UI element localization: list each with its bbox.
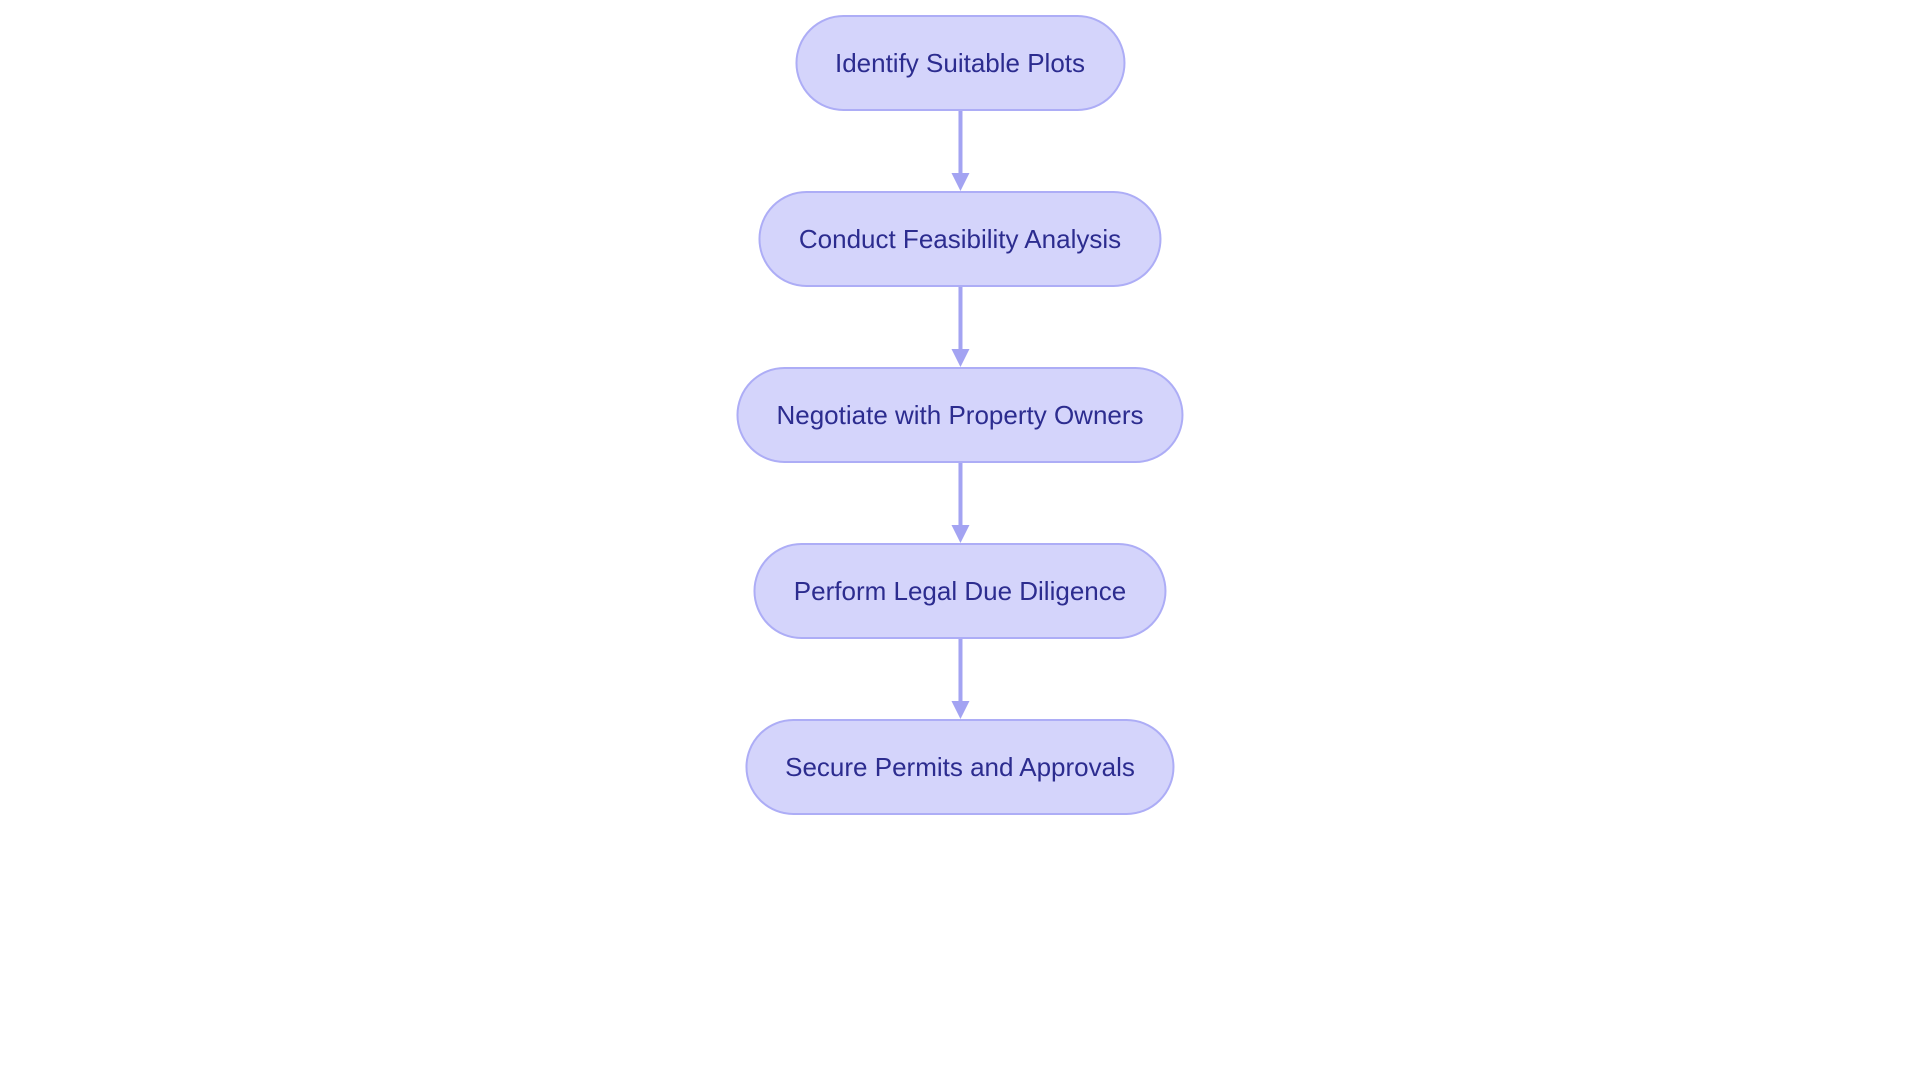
arrow-line [958, 111, 962, 173]
flowchart-arrow [951, 111, 969, 191]
flowchart-arrow [951, 463, 969, 543]
flowchart-node: Conduct Feasibility Analysis [759, 191, 1161, 287]
node-label: Secure Permits and Approvals [785, 752, 1135, 783]
node-label: Identify Suitable Plots [835, 48, 1085, 79]
flowchart-node: Identify Suitable Plots [795, 15, 1125, 111]
arrow-head-icon [951, 173, 969, 191]
flowchart-node: Negotiate with Property Owners [736, 367, 1183, 463]
node-label: Perform Legal Due Diligence [794, 576, 1126, 607]
arrow-head-icon [951, 701, 969, 719]
flowchart-node: Perform Legal Due Diligence [754, 543, 1166, 639]
arrow-head-icon [951, 349, 969, 367]
flowchart-container: Identify Suitable Plots Conduct Feasibil… [736, 15, 1183, 815]
flowchart-arrow [951, 287, 969, 367]
node-label: Negotiate with Property Owners [776, 400, 1143, 431]
arrow-line [958, 463, 962, 525]
flowchart-arrow [951, 639, 969, 719]
flowchart-node: Secure Permits and Approvals [745, 719, 1175, 815]
arrow-line [958, 287, 962, 349]
arrow-line [958, 639, 962, 701]
node-label: Conduct Feasibility Analysis [799, 224, 1121, 255]
arrow-head-icon [951, 525, 969, 543]
